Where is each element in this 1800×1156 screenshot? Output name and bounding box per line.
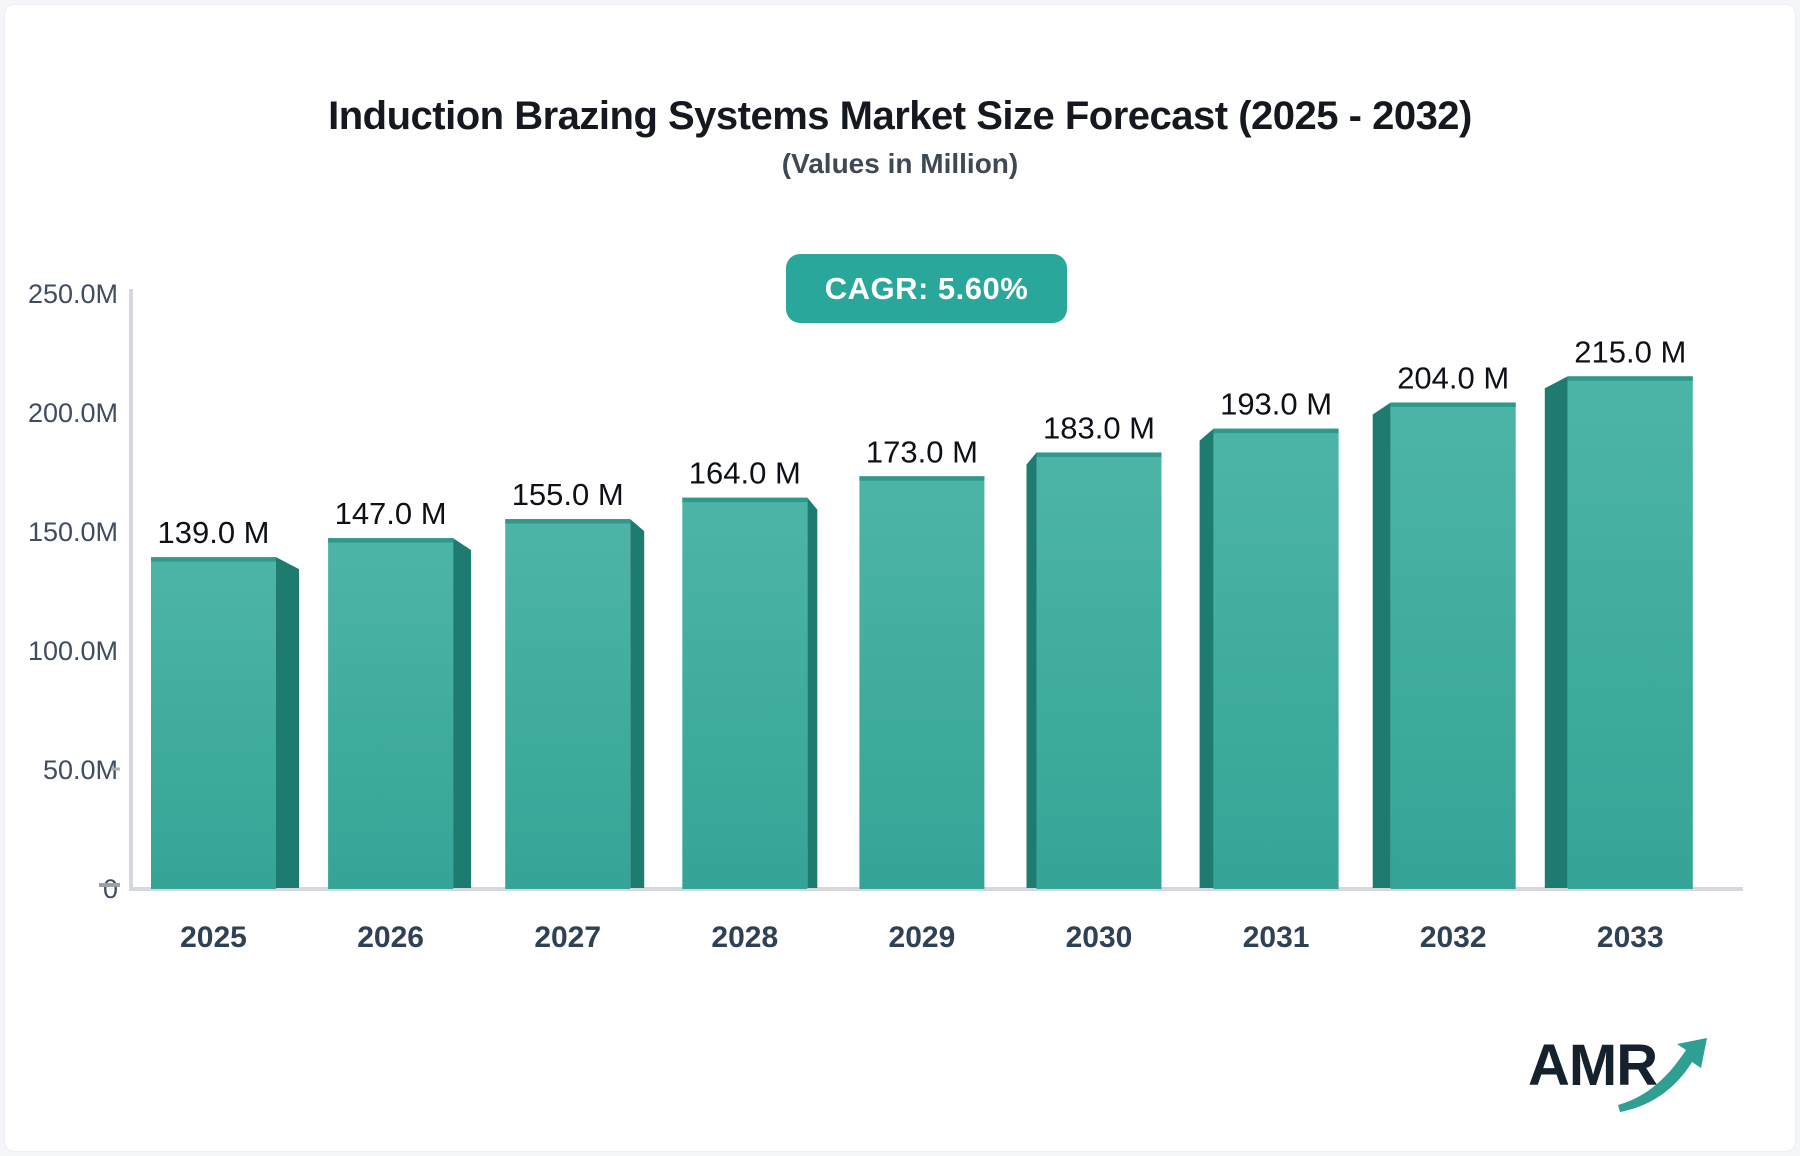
bar-side-face xyxy=(453,538,472,888)
bar-group-2026: 147.0 M 2026 xyxy=(328,496,472,954)
bar-group-2027: 155.0 M 2027 xyxy=(505,477,645,954)
bar-group-2029: 173.0 M 2029 xyxy=(859,434,985,954)
bar xyxy=(151,557,276,889)
bar-side-face xyxy=(276,557,299,888)
x-axis-year-label: 2031 xyxy=(1243,921,1310,954)
bar-value-label: 215.0 M xyxy=(1574,334,1686,369)
amr-logo-text: AMR xyxy=(1528,1033,1658,1098)
bar-group-2030: 183.0 M 2030 xyxy=(1026,410,1162,954)
bar-side-face xyxy=(1026,452,1037,888)
bar-value-label: 204.0 M xyxy=(1397,360,1509,395)
cagr-badge-label: CAGR: 5.60% xyxy=(824,270,1029,306)
bar-group-2033: 215.0 M 2033 xyxy=(1544,334,1693,954)
bar-value-label: 183.0 M xyxy=(1043,410,1155,445)
bar-top-edge xyxy=(328,538,454,543)
growth-arrow-icon xyxy=(1618,1038,1707,1112)
bar-side-face xyxy=(1544,376,1568,888)
bar-value-label: 193.0 M xyxy=(1220,387,1332,422)
bar-side-face xyxy=(1372,402,1391,888)
x-axis-year-label: 2027 xyxy=(534,921,601,954)
y-axis-tick-label: 150.0M xyxy=(28,517,118,547)
y-axis-tick-label: 250.0M xyxy=(28,279,118,309)
y-axis-tick-label: 0 xyxy=(103,874,118,904)
bar-side-face xyxy=(630,519,645,888)
x-axis-year-label: 2025 xyxy=(180,921,247,954)
x-axis-year-label: 2030 xyxy=(1066,921,1133,954)
bar xyxy=(682,497,808,889)
bar xyxy=(505,519,631,889)
bar-top-edge xyxy=(1213,428,1339,434)
bar-value-label: 155.0 M xyxy=(512,477,624,512)
bar xyxy=(1213,428,1339,889)
bar-group-2028: 164.0 M 2028 xyxy=(682,456,818,954)
bar xyxy=(328,538,454,889)
x-axis-year-label: 2026 xyxy=(357,921,424,954)
bar-group-2025: 139.0 M 2025 xyxy=(151,515,299,954)
x-axis-year-label: 2028 xyxy=(711,921,778,954)
x-axis-year-label: 2033 xyxy=(1597,921,1664,954)
bar-side-face xyxy=(1199,428,1214,888)
amr-logo: AMR xyxy=(1528,1032,1718,1118)
bar xyxy=(1390,402,1516,889)
bar-value-label: 147.0 M xyxy=(335,496,447,531)
bar-side-face xyxy=(807,497,818,888)
bar-top-edge xyxy=(1036,452,1162,457)
x-axis-year-label: 2029 xyxy=(889,921,956,954)
cagr-badge: CAGR: 5.60% xyxy=(786,254,1067,323)
bar-top-edge xyxy=(151,557,276,562)
chart-title: Induction Brazing Systems Market Size Fo… xyxy=(328,94,1472,138)
bar-top-edge xyxy=(1390,402,1516,407)
x-axis-year-label: 2032 xyxy=(1420,921,1487,954)
y-axis-tick-label: 100.0M xyxy=(28,636,118,666)
bar xyxy=(1036,452,1162,889)
chart-subtitle: (Values in Million) xyxy=(781,148,1019,179)
y-axis-tick-label: 50.0M xyxy=(43,755,118,785)
bar-top-edge xyxy=(1567,376,1693,381)
bar-group-2032: 204.0 M 2032 xyxy=(1372,360,1516,954)
bar-top-edge xyxy=(505,519,631,524)
bar-group-2031: 193.0 M 2031 xyxy=(1199,387,1339,954)
bar-top-edge xyxy=(859,476,985,481)
bar xyxy=(859,476,985,889)
bar xyxy=(1567,376,1693,889)
bar-value-label: 164.0 M xyxy=(689,456,801,491)
bar-value-label: 173.0 M xyxy=(866,434,978,469)
bar-top-edge xyxy=(682,497,808,503)
y-axis-tick-label: 200.0M xyxy=(28,398,118,428)
bar-value-label: 139.0 M xyxy=(157,515,269,550)
